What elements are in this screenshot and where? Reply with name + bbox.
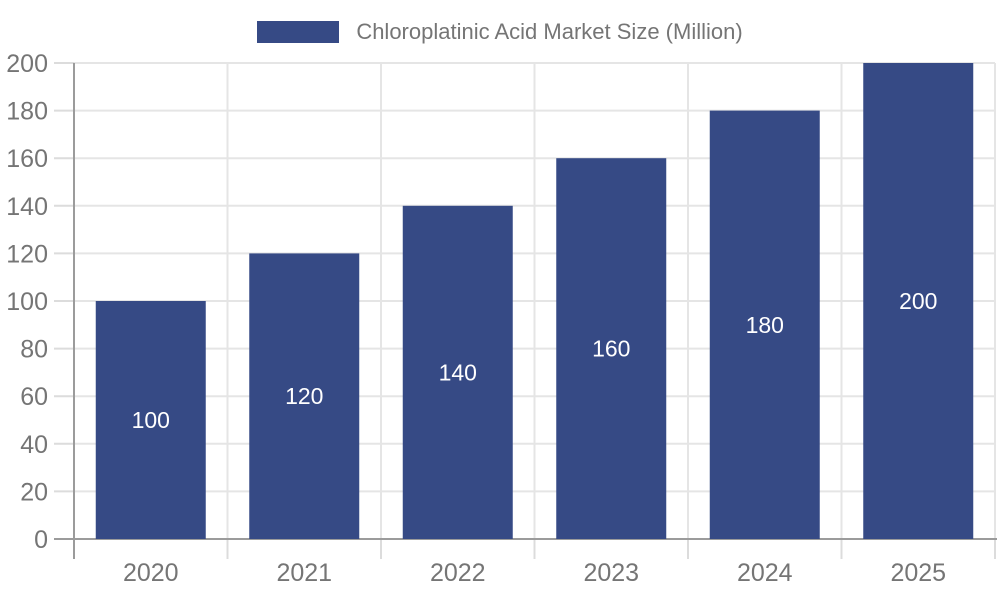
legend-swatch	[257, 21, 340, 43]
y-tick-label: 100	[6, 288, 48, 316]
y-tick-label: 200	[6, 50, 48, 78]
legend-item[interactable]: Chloroplatinic Acid Market Size (Million…	[0, 10, 1000, 54]
bar-value-label: 120	[285, 383, 323, 409]
x-tick-label: 2021	[276, 559, 332, 587]
legend-label: Chloroplatinic Acid Market Size (Million…	[356, 19, 743, 44]
bar-value-label: 100	[132, 407, 170, 433]
y-tick-label: 140	[6, 193, 48, 221]
y-tick-label: 0	[34, 526, 48, 554]
x-tick-label: 2022	[430, 559, 486, 587]
bar-value-label: 140	[439, 359, 477, 385]
bar-2020[interactable]	[95, 301, 206, 539]
y-tick-label: 40	[20, 431, 48, 459]
y-tick-label: 80	[20, 336, 48, 364]
bar-value-label: 200	[899, 288, 937, 314]
bar-2022[interactable]	[402, 205, 513, 540]
y-tick-label: 60	[20, 383, 48, 411]
y-tick-label: 120	[6, 240, 48, 268]
x-tick-label: 2020	[123, 559, 179, 587]
x-tick-label: 2025	[890, 559, 946, 587]
x-tick-label: 2024	[737, 559, 793, 587]
x-tick-label: 2023	[583, 559, 639, 587]
bar-value-label: 160	[592, 336, 630, 362]
y-tick-label: 20	[20, 478, 48, 506]
bar-2023[interactable]	[556, 158, 667, 539]
y-tick-label: 160	[6, 145, 48, 173]
bar-2024[interactable]	[709, 110, 820, 539]
y-tick-label: 180	[6, 98, 48, 126]
bar-2021[interactable]	[249, 253, 360, 539]
bar-value-label: 180	[746, 312, 784, 338]
bar-2025[interactable]	[863, 63, 974, 539]
